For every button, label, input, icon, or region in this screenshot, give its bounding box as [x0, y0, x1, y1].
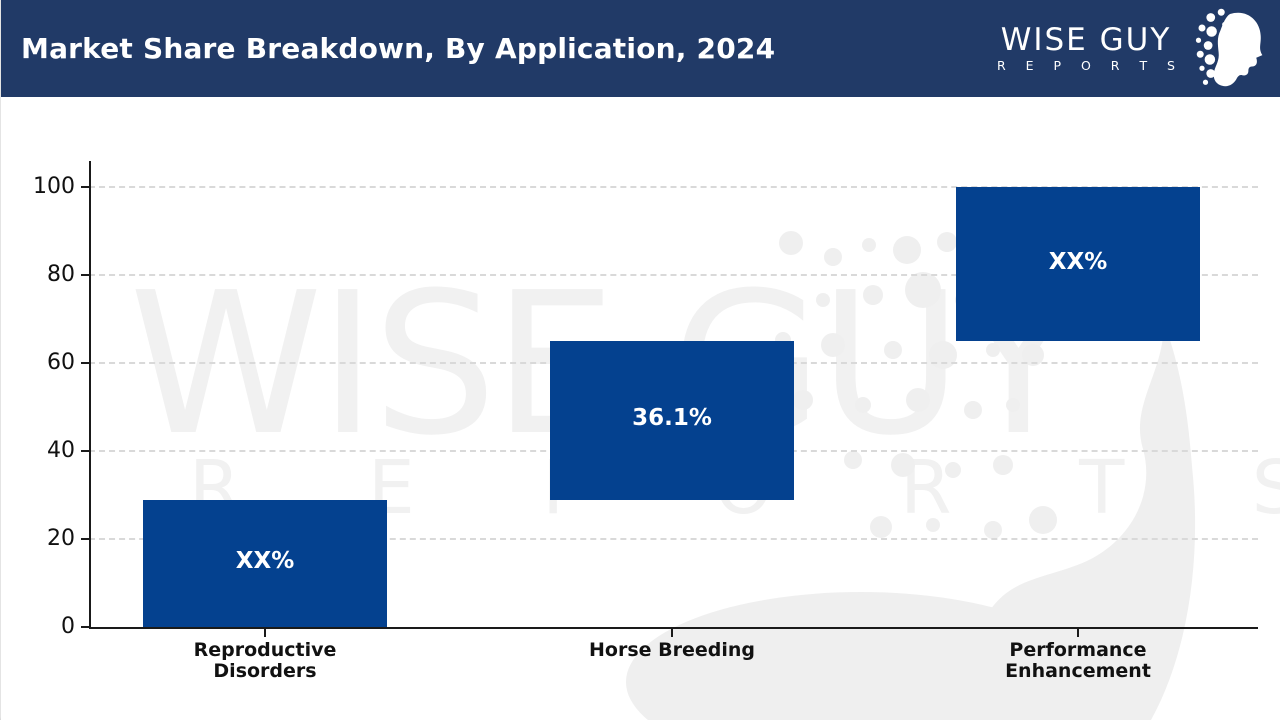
bar-reproductive-disorders: XX%: [143, 499, 387, 627]
logo-subtitle: R E P O R T S: [996, 58, 1183, 74]
page-title: Market Share Breakdown, By Application, …: [21, 32, 776, 65]
y-tick-label: 40: [47, 438, 75, 463]
y-tick-mark: [81, 626, 89, 628]
y-tick-mark: [81, 274, 89, 276]
y-tick-label: 20: [47, 526, 75, 551]
x-tick-mark: [1077, 629, 1079, 637]
bar-value-label: XX%: [235, 548, 295, 575]
header-bar: Market Share Breakdown, By Application, …: [1, 0, 1280, 97]
category-label-horse-breeding: Horse Breeding: [522, 640, 822, 661]
bar-horse-breeding: 36.1%: [550, 341, 794, 500]
bar-value-label: XX%: [1048, 249, 1108, 275]
category-label-line: Reproductive: [193, 639, 337, 661]
x-tick-mark: [264, 629, 266, 637]
y-tick-mark: [81, 186, 89, 188]
wise-guy-logo: WISE GUY R E P O R T S: [997, 7, 1267, 91]
category-label-line: Horse Breeding: [589, 639, 755, 661]
gridline-80: [89, 274, 1258, 276]
y-tick-label: 0: [61, 614, 75, 639]
category-label-line: Performance: [1009, 639, 1147, 661]
logo-wordmark: WISE GUY: [1000, 21, 1172, 58]
bar-value-label: 36.1%: [632, 405, 712, 432]
y-axis: [89, 161, 91, 629]
chart-area: WISE GUY R E P O R T S: [1, 97, 1280, 720]
logo-face-icon: [1195, 8, 1263, 86]
x-axis: [89, 627, 1258, 629]
y-tick-mark: [81, 362, 89, 364]
y-tick-label: 60: [47, 350, 75, 375]
y-tick-label: 100: [33, 174, 75, 199]
bar-performance-enhancement: XX%: [956, 187, 1200, 341]
category-label-line: Enhancement: [1005, 660, 1151, 682]
y-tick-label: 80: [47, 262, 75, 287]
y-tick-mark: [81, 450, 89, 452]
gridline-100: [89, 186, 1258, 188]
watermark-face-dots-icon: [626, 190, 1196, 720]
logo-text: WISE GUY R E P O R T S: [997, 24, 1175, 74]
gridline-20: [89, 538, 1258, 540]
category-label-line: Disorders: [213, 660, 317, 682]
category-label-reproductive-disorders: Reproductive Disorders: [115, 640, 415, 682]
y-tick-mark: [81, 538, 89, 540]
category-label-performance-enhancement: Performance Enhancement: [928, 640, 1228, 682]
x-tick-mark: [671, 629, 673, 637]
